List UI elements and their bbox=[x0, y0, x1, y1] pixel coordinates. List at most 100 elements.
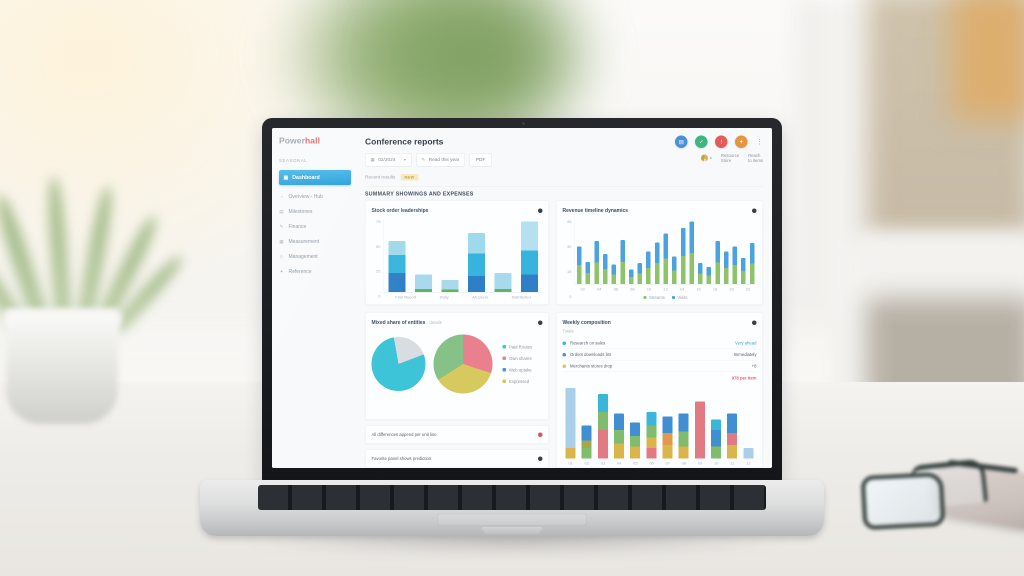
bar-segment bbox=[711, 419, 722, 430]
pie-legend-item: Web uptake bbox=[502, 367, 533, 372]
sidebar-item[interactable]: ✎ Finance bbox=[279, 224, 351, 230]
bar-segment-blue bbox=[646, 251, 651, 268]
panel-grid: Stock order leaderships 75 50 25 0 First Re… bbox=[365, 200, 763, 468]
check-icon[interactable]: ✓ bbox=[695, 135, 708, 149]
export-pdf-button[interactable]: PDF bbox=[469, 152, 492, 167]
dashboard-app: Powerhall SEASONAL ▣ Dashboard ◔ Overview… bbox=[272, 128, 772, 468]
date-filter-button[interactable]: ▦ 02/2024 ▾ bbox=[365, 152, 412, 167]
bar-segment-blue bbox=[602, 254, 608, 270]
stacked-bar bbox=[694, 401, 705, 459]
sidebar-item-active[interactable]: ▣ Dashboard bbox=[279, 170, 351, 185]
x-tick: 11 bbox=[730, 461, 735, 466]
panel-menu-icon[interactable] bbox=[538, 320, 543, 325]
sidebar-item[interactable]: ▦ Measurement bbox=[279, 239, 351, 245]
bar-segment-green bbox=[689, 252, 694, 284]
star-icon[interactable]: ✦ bbox=[735, 135, 748, 149]
sidebar-item-icon: ◇ bbox=[279, 254, 284, 259]
app-logo[interactable]: Powerhall bbox=[279, 136, 351, 146]
main-content: Conference reports ▤ ✓! ✦ ⋮ ▦ 02/2024 ▾ ✎ R… bbox=[357, 128, 772, 468]
bar-segment-green bbox=[611, 274, 617, 284]
date-filter-label: 02/2024 bbox=[378, 156, 396, 163]
note-status-icon[interactable] bbox=[538, 456, 543, 461]
sidebar-item-label: Overview - Hub bbox=[288, 194, 323, 200]
panel-timeline-bars: Revenue timeline dynamics 45 30 15 0 02 04 06… bbox=[556, 200, 763, 305]
sidebar-item[interactable]: ◇ Management bbox=[279, 254, 351, 260]
account-label[interactable]: Reach to items bbox=[748, 153, 763, 164]
timeline-bar bbox=[602, 254, 608, 284]
alert-icon[interactable]: ! bbox=[715, 135, 728, 149]
bar-segment bbox=[597, 430, 608, 459]
bar-segment bbox=[727, 413, 738, 433]
sidebar-item[interactable]: ✦ Reference bbox=[279, 269, 351, 275]
y-tick: 45 bbox=[567, 219, 572, 225]
chart-b-xlabels: 02 04 06 08 10 12 14 16 18 20 22 bbox=[575, 287, 757, 292]
sidebar-item-label: Finance bbox=[288, 224, 307, 230]
sidebar-section-label: SEASONAL bbox=[279, 158, 308, 163]
account-label[interactable]: Resource Store bbox=[721, 153, 739, 164]
panel-menu-icon[interactable] bbox=[538, 208, 543, 213]
panel-menu-icon[interactable] bbox=[752, 208, 757, 213]
legend-item: Streams bbox=[643, 295, 665, 300]
panel-stacked-bars: Stock order leaderships 75 50 25 0 First Re… bbox=[365, 200, 549, 305]
bar-segment-green bbox=[663, 258, 668, 284]
x-tick: Daily bbox=[439, 295, 449, 300]
glasses-lens-front bbox=[860, 471, 946, 531]
stacked-bar bbox=[494, 272, 512, 292]
x-tick: 10 bbox=[714, 461, 719, 466]
x-tick: 02 bbox=[580, 287, 585, 292]
x-tick: 06 bbox=[649, 461, 654, 466]
sidebar-item-icon: ▤ bbox=[279, 209, 284, 214]
bar-segment bbox=[467, 253, 485, 276]
x-tick: 10 bbox=[646, 287, 652, 292]
legend-label: Own shares bbox=[509, 355, 532, 361]
note-card[interactable]: Favorite panel shows prediction bbox=[365, 449, 549, 468]
kpi-row[interactable]: Merchants stores drop +8 bbox=[562, 361, 757, 372]
stacked-bar bbox=[581, 425, 592, 459]
pie-legend-item: Paid Routes bbox=[502, 344, 532, 349]
meta-label: Recent results bbox=[365, 174, 396, 181]
laptop-base bbox=[200, 480, 824, 536]
x-tick: All Users bbox=[472, 295, 489, 300]
bar-segment-green bbox=[628, 276, 634, 284]
bar-segment bbox=[646, 437, 657, 448]
note-status-icon[interactable] bbox=[538, 432, 543, 437]
account-switcher[interactable]: ▾ bbox=[700, 154, 712, 162]
bar-segment bbox=[388, 272, 406, 292]
bar-segment bbox=[467, 276, 485, 292]
panel-menu-icon[interactable] bbox=[752, 320, 757, 325]
sidebar-item-icon: ✦ bbox=[279, 269, 284, 274]
note-text: Favorite panel shows prediction bbox=[371, 456, 432, 461]
kpi-row[interactable]: Research on sales Very ahead bbox=[562, 338, 757, 349]
shelf-middle-board bbox=[856, 232, 1024, 304]
bar-segment-blue bbox=[585, 261, 591, 273]
legend-swatch bbox=[671, 296, 675, 299]
detail-link[interactable]: 978 per item bbox=[731, 375, 757, 381]
bar-segment-green bbox=[637, 273, 643, 284]
timeline-bar bbox=[715, 241, 720, 284]
shelf-orange-object bbox=[952, 0, 1024, 120]
timeline-bar bbox=[585, 261, 591, 284]
panel-b-title: Revenue timeline dynamics bbox=[562, 207, 629, 214]
bar-segment bbox=[441, 280, 459, 290]
sidebar-item[interactable]: ◔ Overview - Hub bbox=[279, 194, 351, 200]
plant-pot bbox=[6, 312, 118, 424]
sidebar-item[interactable]: ▤ Milestones bbox=[279, 209, 351, 215]
kpi-row[interactable]: Orders downloads list Immediately bbox=[562, 349, 757, 361]
chart-icon[interactable]: ▤ bbox=[675, 135, 688, 149]
timeline-bar bbox=[698, 263, 703, 284]
sidebar-item-label: Management bbox=[288, 254, 318, 260]
range-filter-button[interactable]: ✎ Read this year bbox=[415, 152, 465, 167]
panel-c-title: Mixed share of entities bbox=[371, 319, 426, 326]
x-tick: 03 bbox=[600, 461, 606, 466]
timeline-bar bbox=[637, 263, 643, 284]
x-tick: 12 bbox=[663, 287, 668, 292]
bar-segment bbox=[646, 448, 657, 459]
kpi-value: Very ahead bbox=[734, 340, 757, 346]
legend-label: Visits bbox=[677, 295, 688, 300]
overflow-menu-icon[interactable]: ⋮ bbox=[756, 137, 763, 146]
x-tick: 12 bbox=[746, 461, 751, 466]
toolbar: ▦ 02/2024 ▾ ✎ Read this year PDF bbox=[365, 152, 763, 172]
timeline-bar bbox=[741, 258, 746, 284]
x-tick: 04 bbox=[597, 287, 602, 292]
note-card[interactable]: All differences append per unit line bbox=[365, 425, 549, 444]
